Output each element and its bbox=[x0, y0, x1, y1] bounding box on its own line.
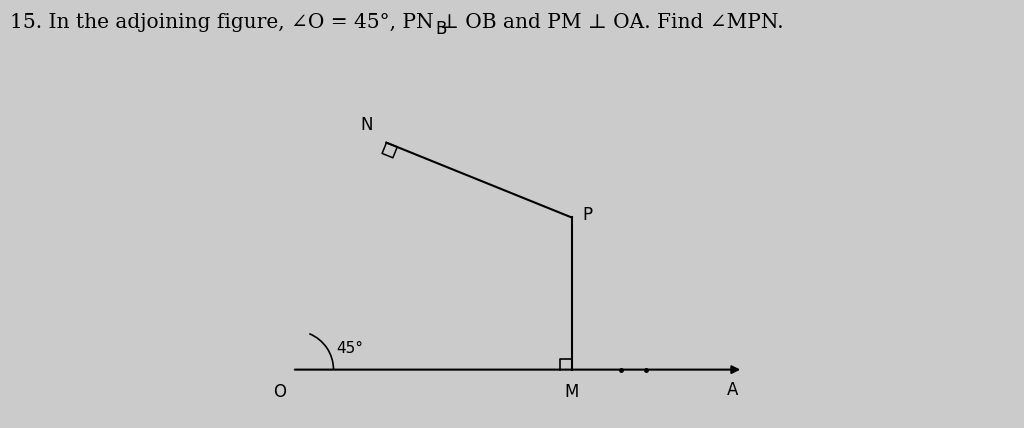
Text: 45°: 45° bbox=[337, 341, 364, 356]
Text: B: B bbox=[436, 21, 447, 39]
Text: O: O bbox=[273, 383, 287, 401]
Text: P: P bbox=[583, 205, 593, 224]
Text: 15. In the adjoining figure, ∠O = 45°, PN ⊥ OB and PM ⊥ OA. Find ∠MPN.: 15. In the adjoining figure, ∠O = 45°, P… bbox=[10, 13, 783, 32]
Text: A: A bbox=[726, 380, 738, 399]
Text: N: N bbox=[360, 116, 373, 134]
Text: M: M bbox=[564, 383, 579, 401]
